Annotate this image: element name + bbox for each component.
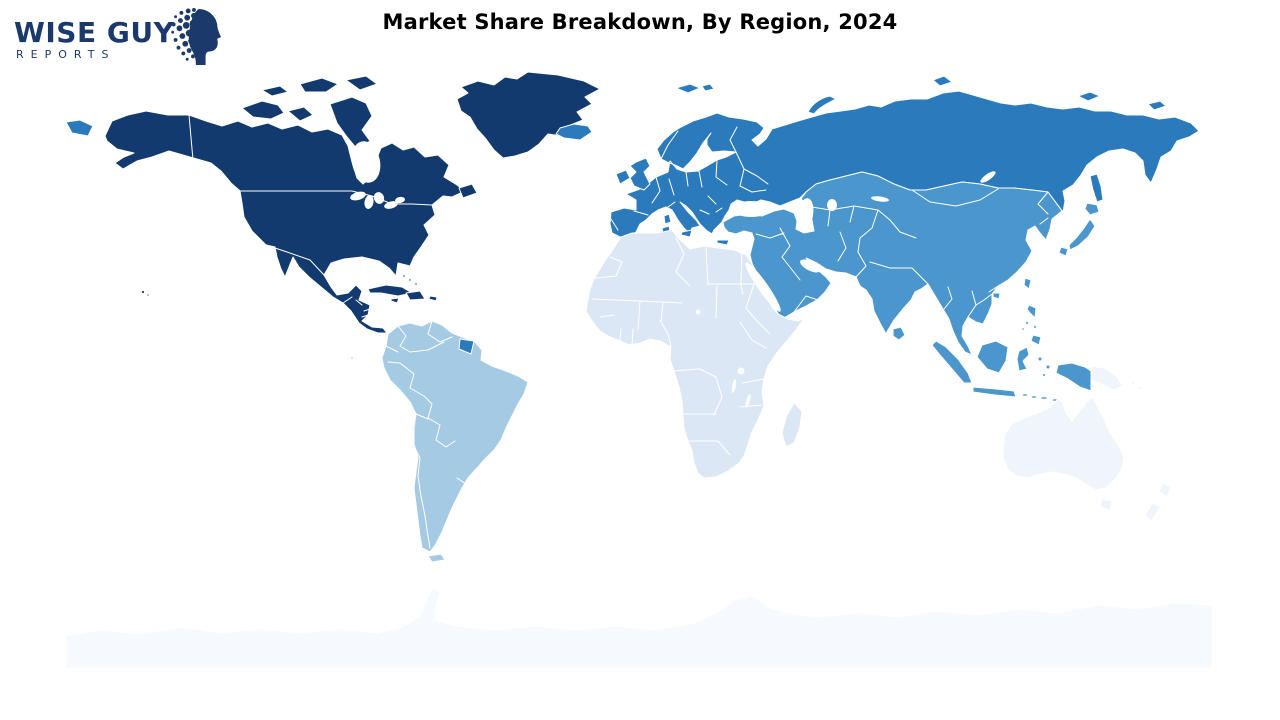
map-region-africa <box>586 230 804 478</box>
chart-title: Market Share Breakdown, By Region, 2024 <box>382 10 898 34</box>
map-region-south-america <box>351 321 528 562</box>
map-region-antarctica <box>66 588 1212 668</box>
logo-wordmark: WISE GUY <box>14 15 175 49</box>
wise-guy-reports-logo: WISE GUY REPORTS <box>14 8 222 70</box>
map-region-asia <box>723 172 1099 401</box>
country-borders <box>189 115 1048 548</box>
logo-subtitle: REPORTS <box>16 47 116 61</box>
logo-text: WISE GUY REPORTS <box>14 15 175 61</box>
dotted-head-profile-icon <box>171 8 222 66</box>
map-region-oceania <box>1003 366 1171 521</box>
map-region-europe <box>66 76 1199 354</box>
inland-seas-and-lakes <box>350 141 996 408</box>
map-region-north-america <box>105 72 600 333</box>
